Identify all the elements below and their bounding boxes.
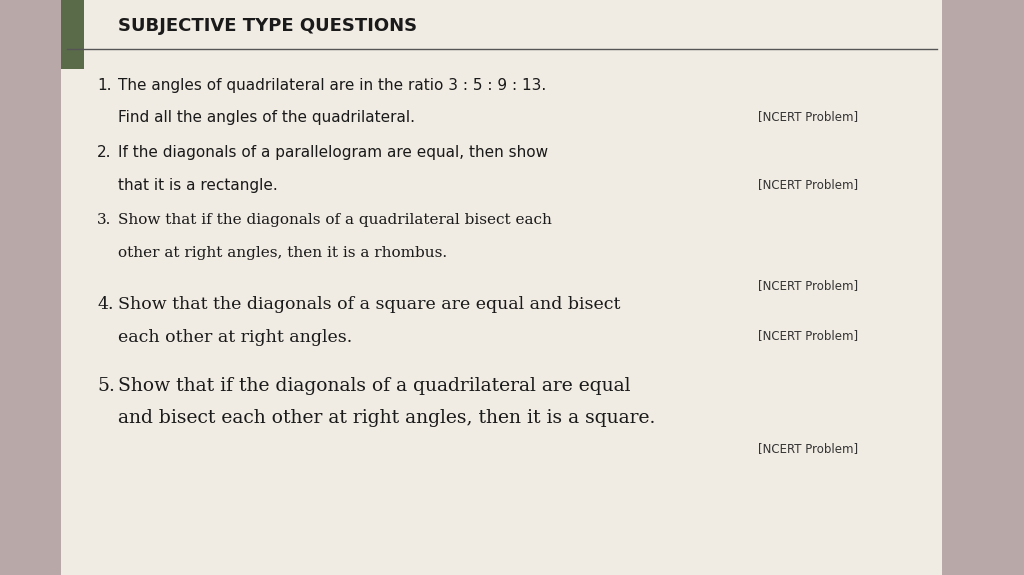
Text: [NCERT Problem]: [NCERT Problem]: [758, 329, 858, 342]
Text: [NCERT Problem]: [NCERT Problem]: [758, 178, 858, 191]
Text: Find all the angles of the quadrilateral.: Find all the angles of the quadrilateral…: [118, 110, 415, 125]
Text: and bisect each other at right angles, then it is a square.: and bisect each other at right angles, t…: [118, 409, 655, 427]
Bar: [61, 0, 942, 575]
Text: [NCERT Problem]: [NCERT Problem]: [758, 110, 858, 124]
Text: Show that the diagonals of a square are equal and bisect: Show that the diagonals of a square are …: [118, 296, 621, 313]
Text: 4.: 4.: [97, 296, 114, 313]
Text: each other at right angles.: each other at right angles.: [118, 329, 352, 346]
Text: [NCERT Problem]: [NCERT Problem]: [758, 442, 858, 455]
Text: Show that if the diagonals of a quadrilateral are equal: Show that if the diagonals of a quadrila…: [118, 377, 630, 394]
Bar: [61, 0, 84, 69]
Text: 1.: 1.: [97, 78, 112, 93]
Text: If the diagonals of a parallelogram are equal, then show: If the diagonals of a parallelogram are …: [118, 145, 548, 160]
Text: The angles of quadrilateral are in the ratio 3 : 5 : 9 : 13.: The angles of quadrilateral are in the r…: [118, 78, 546, 93]
Text: 3.: 3.: [97, 213, 112, 227]
Text: [NCERT Problem]: [NCERT Problem]: [758, 279, 858, 292]
Text: SUBJECTIVE TYPE QUESTIONS: SUBJECTIVE TYPE QUESTIONS: [118, 17, 417, 35]
Text: other at right angles, then it is a rhombus.: other at right angles, then it is a rhom…: [118, 246, 446, 260]
Text: 2.: 2.: [97, 145, 112, 160]
Text: that it is a rectangle.: that it is a rectangle.: [118, 178, 278, 193]
Text: Show that if the diagonals of a quadrilateral bisect each: Show that if the diagonals of a quadrila…: [118, 213, 552, 227]
Text: 5.: 5.: [97, 377, 115, 394]
